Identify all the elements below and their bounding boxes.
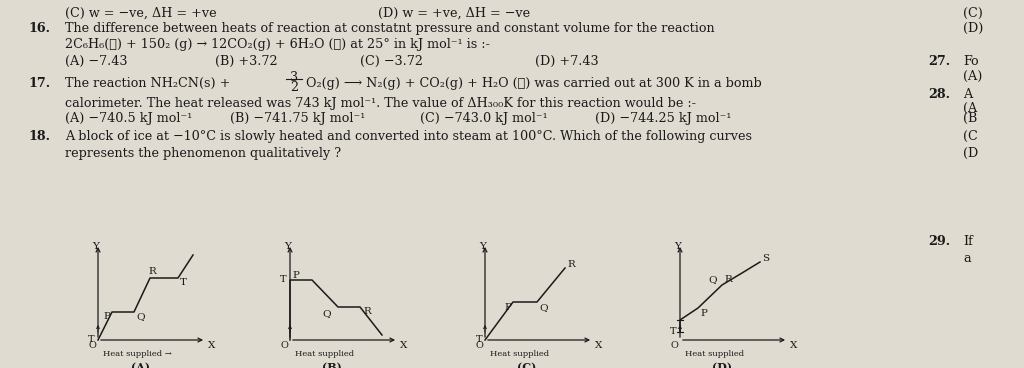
Text: Q: Q [539,303,548,312]
Text: (D) w = +ve, ΔH = −ve: (D) w = +ve, ΔH = −ve [378,7,530,20]
Text: 29.: 29. [928,235,950,248]
Text: 3: 3 [290,71,298,84]
Text: (B) +3.72: (B) +3.72 [215,55,278,68]
Text: 2: 2 [290,81,298,94]
Text: T: T [281,276,287,284]
Text: a: a [963,252,971,265]
Text: (B): (B) [323,362,342,368]
Text: Heat supplied →: Heat supplied → [103,350,172,358]
Text: (A): (A) [130,362,150,368]
Text: If: If [963,235,973,248]
Text: T: T [180,278,187,287]
Text: 28.: 28. [928,88,950,101]
Text: (B) −741.75 kJ mol⁻¹: (B) −741.75 kJ mol⁻¹ [230,112,366,125]
Text: O: O [88,341,96,350]
Text: The reaction NH₂CN(s) +: The reaction NH₂CN(s) + [65,77,230,90]
Text: X: X [400,341,408,350]
Text: (A) −7.43: (A) −7.43 [65,55,128,68]
Text: (C) −3.72: (C) −3.72 [360,55,423,68]
Text: Y: Y [92,242,99,251]
Text: (D: (D [963,147,978,160]
Text: Y: Y [675,242,681,251]
Text: Y: Y [285,242,292,251]
Text: (C: (C [963,130,978,143]
Text: (D): (D) [963,22,983,35]
Text: 27.: 27. [928,55,950,68]
Text: 18.: 18. [28,130,50,143]
Text: X: X [790,341,798,350]
Text: (D): (D) [712,362,732,368]
Text: A block of ice at −10°C is slowly heated and converted into steam at 100°C. Whic: A block of ice at −10°C is slowly heated… [65,130,752,143]
Text: calorimeter. The heat released was 743 kJ mol⁻¹. The value of ΔH₃₀₀K for this re: calorimeter. The heat released was 743 k… [65,97,696,110]
Text: Heat supplied: Heat supplied [295,350,354,358]
Text: 2C₆H₆(ℓ) + 150₂ (g) → 12CO₂(g) + 6H₂O (ℓ) at 25° in kJ mol⁻¹ is :-: 2C₆H₆(ℓ) + 150₂ (g) → 12CO₂(g) + 6H₂O (ℓ… [65,38,489,51]
Text: 17.: 17. [28,77,50,90]
Text: (C): (C) [963,7,983,20]
Text: 16.: 16. [28,22,50,35]
Text: Q: Q [708,275,717,284]
Text: T: T [475,335,482,343]
Text: S: S [762,254,769,263]
Text: Fo: Fo [963,55,979,68]
Text: R: R [724,275,732,284]
Text: R: R [567,260,574,269]
Text: (A): (A) [963,70,982,83]
Text: (C) w = −ve, ΔH = +ve: (C) w = −ve, ΔH = +ve [65,7,217,20]
Text: (D) +7.43: (D) +7.43 [535,55,599,68]
Text: R: R [148,267,156,276]
Text: T: T [671,328,677,336]
Text: P: P [103,312,110,321]
Text: (A) −740.5 kJ mol⁻¹: (A) −740.5 kJ mol⁻¹ [65,112,193,125]
Text: O: O [670,341,678,350]
Text: (D) −744.25 kJ mol⁻¹: (D) −744.25 kJ mol⁻¹ [595,112,731,125]
Text: P: P [504,303,511,312]
Text: (A: (A [963,102,977,115]
Text: (C): (C) [517,362,537,368]
Text: Q: Q [322,309,331,318]
Text: O: O [475,341,483,350]
Text: Q: Q [136,312,144,321]
Text: T: T [88,335,95,343]
Text: X: X [208,341,215,350]
Text: Heat supplied: Heat supplied [685,350,744,358]
Text: O₂(g) ⟶ N₂(g) + CO₂(g) + H₂O (ℓ) was carried out at 300 K in a bomb: O₂(g) ⟶ N₂(g) + CO₂(g) + H₂O (ℓ) was car… [306,77,762,90]
Text: R: R [362,307,371,316]
Text: (C) −743.0 kJ mol⁻¹: (C) −743.0 kJ mol⁻¹ [420,112,548,125]
Text: Heat supplied: Heat supplied [490,350,549,358]
Text: X: X [595,341,602,350]
Text: The difference between heats of reaction at constatnt pressure and constant volu: The difference between heats of reaction… [65,22,715,35]
Text: A: A [963,88,972,101]
Text: (B: (B [963,112,977,125]
Text: P: P [292,271,299,280]
Text: O: O [281,341,288,350]
Text: P: P [700,309,707,318]
Text: Y: Y [479,242,486,251]
Text: represents the phenomenon qualitatively ?: represents the phenomenon qualitatively … [65,147,341,160]
